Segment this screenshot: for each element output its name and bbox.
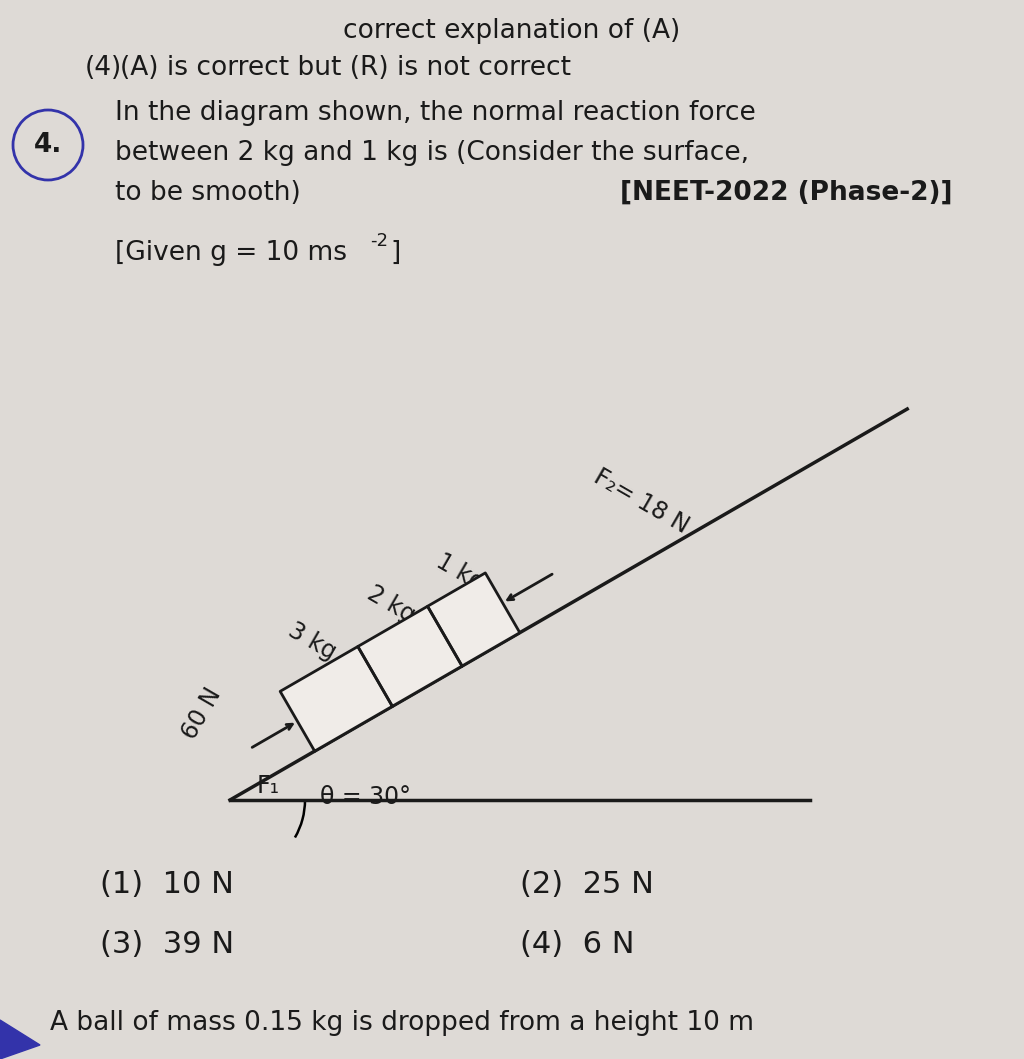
Polygon shape — [428, 573, 520, 666]
Text: -2: -2 — [370, 232, 388, 250]
Polygon shape — [357, 606, 462, 706]
Text: correct explanation of (A): correct explanation of (A) — [343, 18, 681, 44]
Text: [Given g = 10 ms: [Given g = 10 ms — [115, 240, 347, 266]
Text: 1 kg: 1 kg — [432, 549, 487, 595]
Polygon shape — [0, 1020, 40, 1059]
Text: F₂= 18 N: F₂= 18 N — [590, 464, 693, 538]
Text: F₁: F₁ — [256, 774, 280, 797]
Text: (4): (4) — [85, 55, 122, 80]
Text: A ball of mass 0.15 kg is dropped from a height 10 m: A ball of mass 0.15 kg is dropped from a… — [50, 1010, 754, 1036]
Text: (A) is correct but (R) is not correct: (A) is correct but (R) is not correct — [120, 55, 571, 80]
Text: (2)  25 N: (2) 25 N — [520, 870, 654, 899]
Text: 4.: 4. — [34, 132, 62, 158]
Text: [NEET-2022 (Phase-2)]: [NEET-2022 (Phase-2)] — [620, 180, 952, 207]
Text: between 2 kg and 1 kg is (Consider the surface,: between 2 kg and 1 kg is (Consider the s… — [115, 140, 750, 166]
Polygon shape — [281, 646, 392, 751]
Text: (3)  39 N: (3) 39 N — [100, 930, 234, 959]
Text: 3 kg: 3 kg — [285, 618, 340, 665]
Text: In the diagram shown, the normal reaction force: In the diagram shown, the normal reactio… — [115, 100, 756, 126]
Text: ]: ] — [390, 240, 400, 266]
Text: (1)  10 N: (1) 10 N — [100, 870, 233, 899]
Text: 60 N: 60 N — [177, 684, 226, 743]
Text: (4)  6 N: (4) 6 N — [520, 930, 635, 959]
Text: θ = 30°: θ = 30° — [319, 785, 411, 809]
Text: 2 kg: 2 kg — [362, 580, 419, 627]
Text: to be smooth): to be smooth) — [115, 180, 301, 207]
